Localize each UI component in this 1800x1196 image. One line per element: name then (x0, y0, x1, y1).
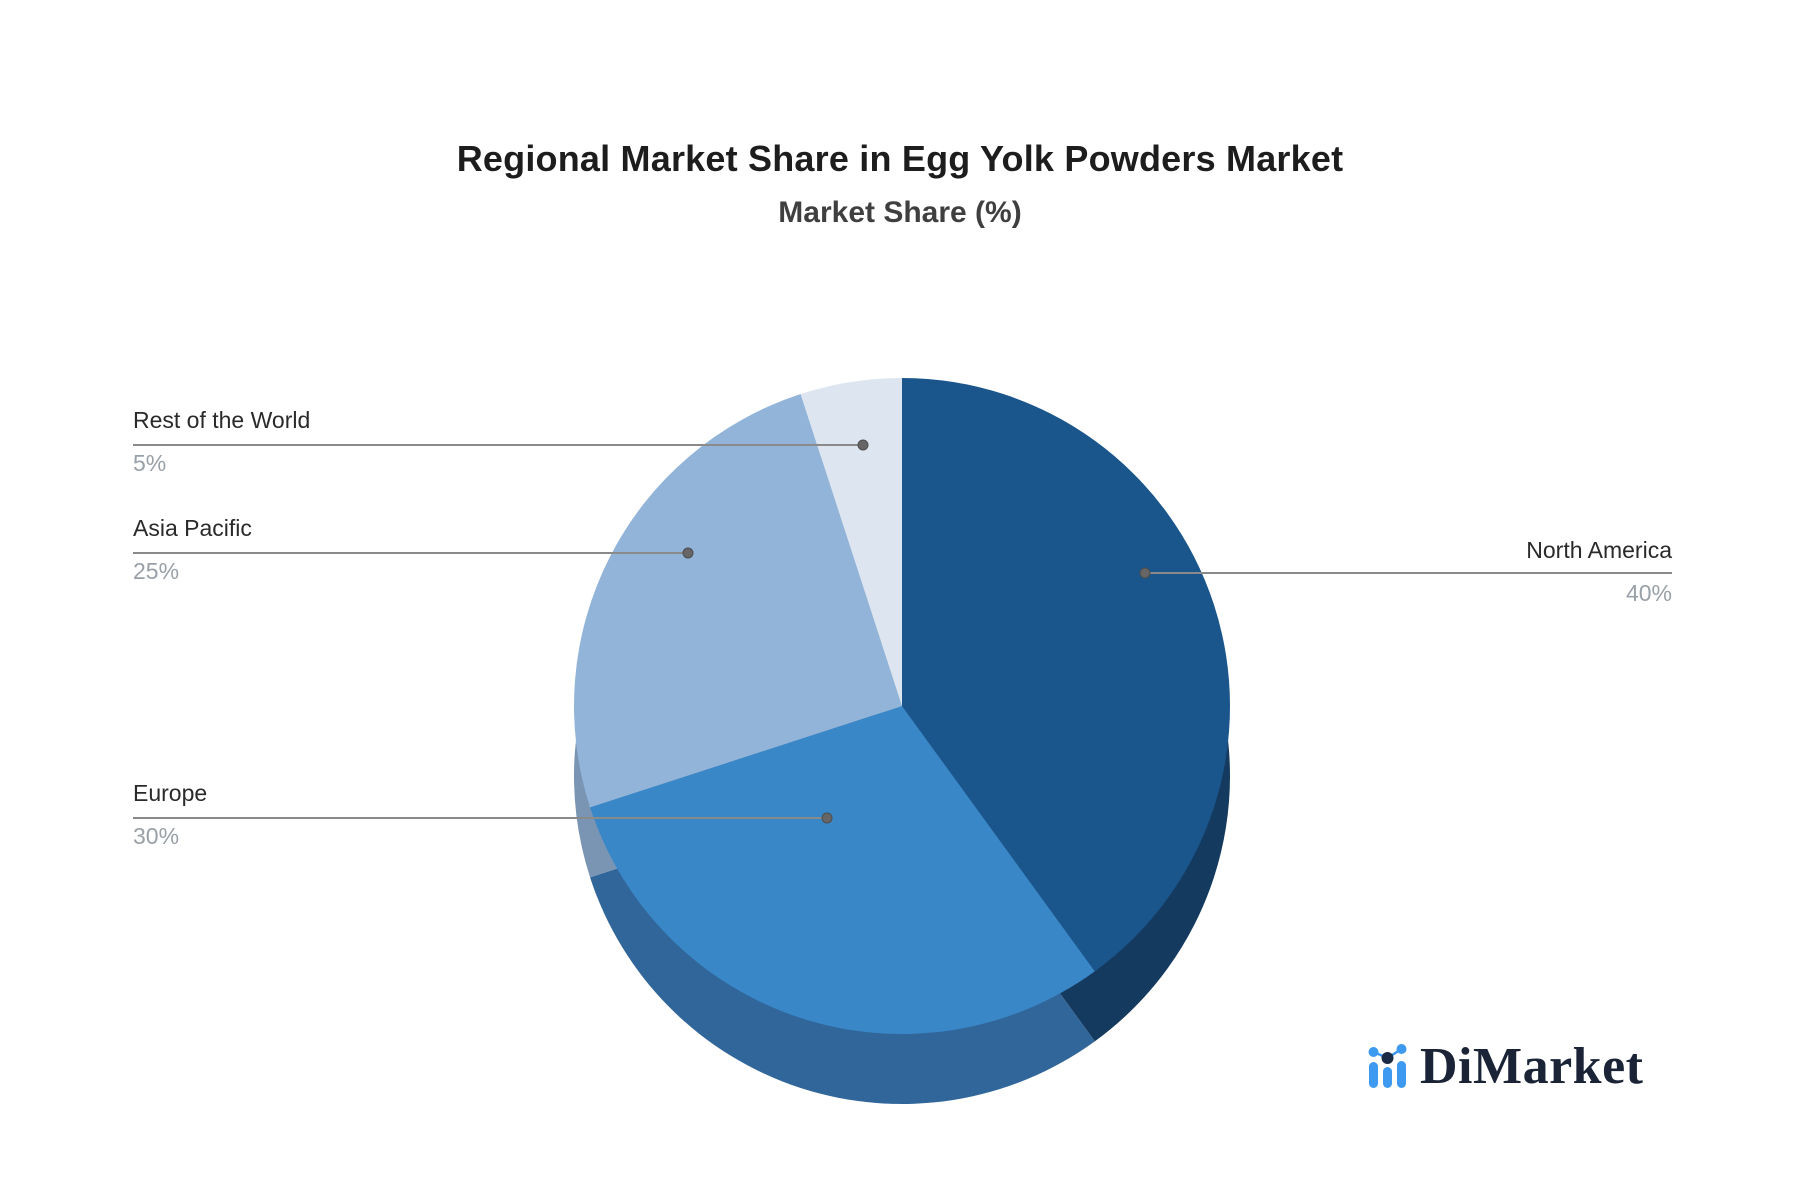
leader-dot-2 (682, 547, 694, 559)
slice-label-name: Europe (133, 780, 208, 806)
leader-dot-1 (821, 812, 833, 824)
pie-slice-2 (574, 394, 902, 808)
chart-title: Regional Market Share in Egg Yolk Powder… (456, 138, 1344, 179)
slice-label-value: 30% (133, 823, 180, 849)
slice-label-rest-of-world: Rest of the World 5% (133, 407, 310, 477)
dimarket-logo: DiMarket (1368, 1038, 1644, 1095)
slice-label-europe: Europe 30% (133, 780, 207, 850)
logo-wordmark: DiMarket (1420, 1038, 1644, 1095)
slice-label-name: North America (1526, 537, 1672, 563)
leader-dot-0 (1139, 567, 1151, 579)
pie-slice-3 (800, 378, 902, 706)
slice-label-name: Rest of the World (133, 407, 311, 433)
slice-label-north-america: North America 40% (1526, 537, 1672, 607)
pie-slice-0 (902, 378, 1230, 972)
slice-label-value: 25% (133, 558, 180, 584)
pie-slice-1 (590, 706, 1095, 1034)
leader-dot-3 (857, 439, 869, 451)
bar-chart-icon (1368, 1044, 1407, 1088)
chart-subtitle: Market Share (%) (778, 196, 1022, 229)
slice-label-name: Asia Pacific (133, 515, 252, 541)
slice-label-asia-pacific: Asia Pacific 25% (133, 515, 252, 585)
slice-label-value: 40% (1625, 580, 1672, 606)
slice-label-value: 5% (133, 450, 167, 476)
